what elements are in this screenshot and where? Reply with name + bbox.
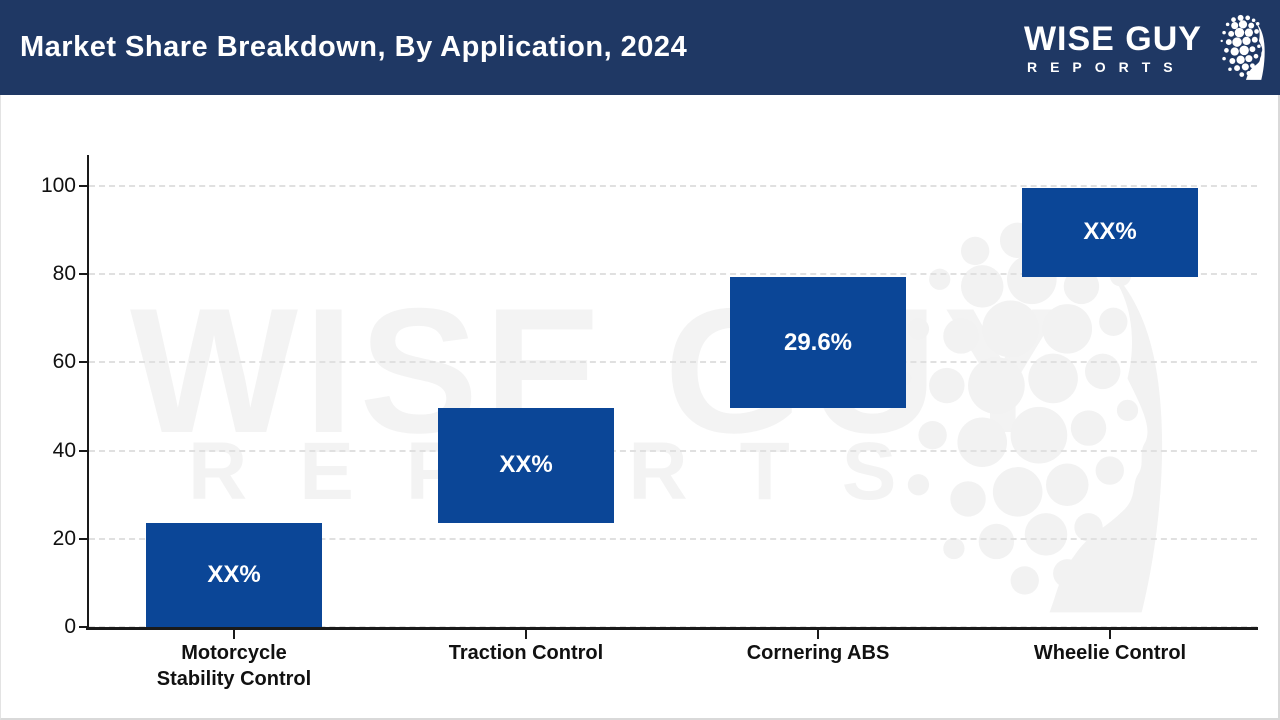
waterfall-bar: 29.6% <box>730 277 906 408</box>
y-axis-tick-label: 100 <box>40 174 76 197</box>
y-axis-tick-label: 20 <box>52 526 76 550</box>
y-axis-tick-label: 60 <box>52 350 76 374</box>
waterfall-bar: XX% <box>1022 187 1198 277</box>
x-axis-category-label: Traction Control <box>448 642 604 664</box>
gridline <box>89 537 1257 540</box>
y-axis-tick <box>79 185 88 187</box>
logo-wordmark: WISE GUY REPORTS <box>1024 21 1202 75</box>
bar-value-label: 29.6% <box>783 328 853 356</box>
bar-value-label: XX% <box>1083 218 1137 246</box>
gridline <box>89 449 1257 452</box>
x-axis-tick <box>525 629 527 639</box>
y-axis-tick-label: 80 <box>52 262 76 286</box>
gridline <box>89 185 1257 187</box>
x-axis-tick <box>817 629 819 639</box>
y-axis-line <box>87 155 89 630</box>
waterfall-bar: XX% <box>146 522 322 627</box>
logo-wordmark-line2: REPORTS <box>1026 58 1186 75</box>
bar-value-label: XX% <box>499 451 553 479</box>
x-axis-line <box>86 627 1258 630</box>
y-axis-tick <box>79 273 88 276</box>
logo-wordmark-line1: WISE GUY <box>1023 19 1202 58</box>
wise-guy-logo: WISE GUY REPORTS <box>1024 9 1266 87</box>
y-axis-tick <box>79 361 88 364</box>
face-dots-icon <box>1204 9 1266 87</box>
gridline <box>89 273 1257 276</box>
y-axis-tick-label: 40 <box>52 438 76 462</box>
x-axis-category-label: Wheelie Control <box>1033 642 1187 664</box>
header: Market Share Breakdown, By Application, … <box>0 0 1280 95</box>
bar-value-label: XX% <box>207 560 261 588</box>
y-axis-tick-label: 0 <box>64 615 76 638</box>
x-axis-tick <box>233 629 235 639</box>
x-axis-category-label: Motorcycle Stability Control <box>156 642 312 690</box>
page-title: Market Share Breakdown, By Application, … <box>20 31 688 63</box>
gridline <box>89 361 1257 364</box>
x-axis-category-label: Cornering ABS <box>746 642 890 664</box>
x-axis-tick <box>1109 629 1111 639</box>
y-axis-tick <box>79 537 88 540</box>
y-axis-tick <box>79 626 88 628</box>
y-axis-tick <box>79 449 88 452</box>
waterfall-bar: XX% <box>438 407 614 523</box>
